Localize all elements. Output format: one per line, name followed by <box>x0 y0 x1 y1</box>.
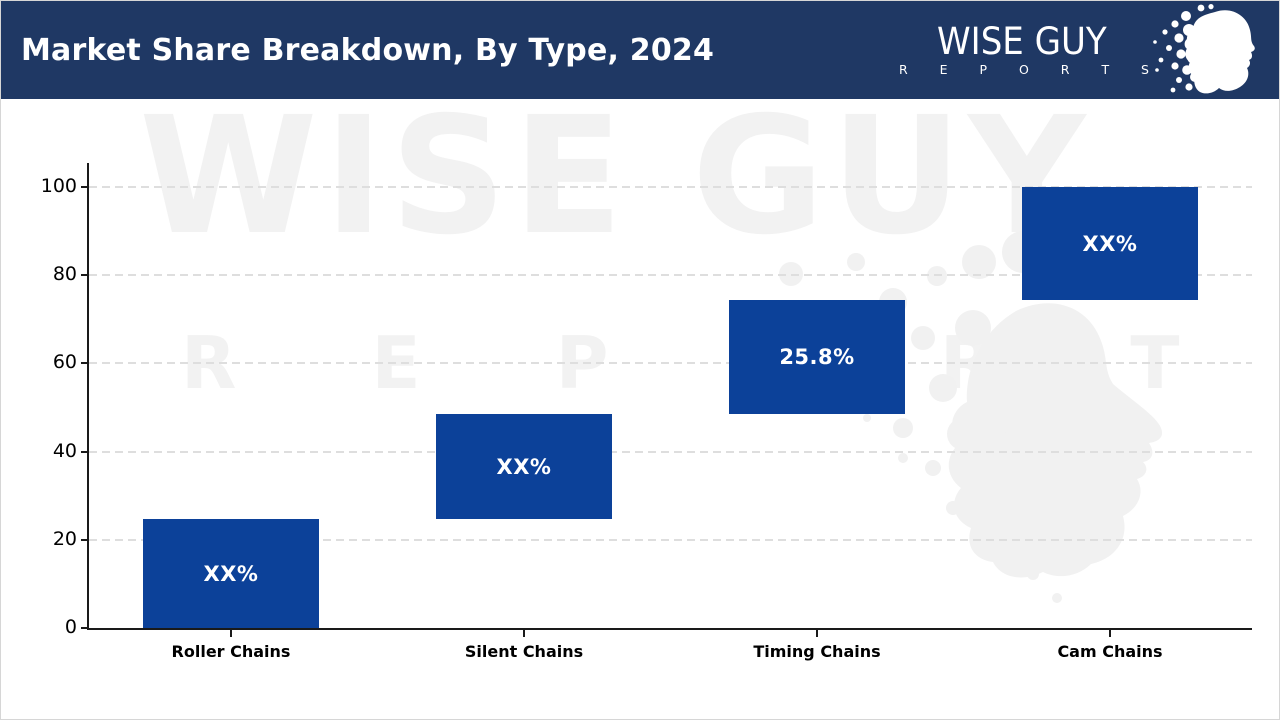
bar-value-label: 25.8% <box>779 345 855 370</box>
wiseguy-logo: WISE GUY R E P O R T S <box>895 1 1269 99</box>
y-axis-spine <box>87 163 89 630</box>
y-tickmark-60 <box>81 362 89 365</box>
y-axis-tick-0: 0 <box>64 616 77 638</box>
bar-roller-chains: XX% <box>143 519 319 628</box>
y-axis-tick-20: 20 <box>52 527 77 550</box>
x-tickmark-0 <box>230 628 232 637</box>
header-bar: Market Share Breakdown, By Type, 2024 WI… <box>1 1 1279 99</box>
gridline-20 <box>89 538 1252 541</box>
gridline-80 <box>89 274 1252 277</box>
x-axis-label-cam-chains: Cam Chains <box>1057 642 1163 661</box>
x-tickmark-1 <box>523 628 525 637</box>
y-tickmark-20 <box>81 538 89 541</box>
x-axis-label-timing-chains: Timing Chains <box>753 642 881 661</box>
bar-cam-chains: XX% <box>1022 187 1198 301</box>
bar-value-label: XX% <box>496 454 552 479</box>
y-tickmark-80 <box>81 274 89 277</box>
logo-subtext: R E P O R T S <box>898 62 1163 78</box>
x-axis-spine <box>87 628 1252 630</box>
gridline-40 <box>89 450 1252 453</box>
bar-timing-chains: 25.8% <box>729 300 905 415</box>
watermark-wordmark: WISE GUY <box>139 83 1092 271</box>
y-axis-tick-60: 60 <box>52 351 77 374</box>
watermark-head-profile-icon <box>779 231 1163 603</box>
y-tickmark-0 <box>81 627 89 629</box>
x-axis-label-silent-chains: Silent Chains <box>464 642 584 661</box>
y-axis-tick-40: 40 <box>52 439 77 462</box>
bar-silent-chains: XX% <box>436 414 612 520</box>
y-tickmark-40 <box>81 450 89 453</box>
x-tickmark-3 <box>1109 628 1111 637</box>
gridline-60 <box>89 362 1252 365</box>
y-tickmark-100 <box>81 186 89 188</box>
x-axis-label-roller-chains: Roller Chains <box>171 642 291 661</box>
bar-value-label: XX% <box>203 561 259 586</box>
y-axis-tick-80: 80 <box>52 263 77 286</box>
logo-wordmark-block: WISE GUY R E P O R T S <box>895 23 1163 77</box>
x-tickmark-2 <box>816 628 818 637</box>
logo-wordmark: WISE GUY <box>936 20 1107 64</box>
gridline-100 <box>89 186 1252 188</box>
y-axis-tick-100: 100 <box>40 175 77 197</box>
bar-value-label: XX% <box>1082 231 1138 256</box>
logo-head-profile-icon <box>1153 4 1255 94</box>
waterfall-chart: WISE GUY R E P O R T S 020406080100XX%XX… <box>1 83 1279 719</box>
page-title: Market Share Breakdown, By Type, 2024 <box>21 32 715 68</box>
